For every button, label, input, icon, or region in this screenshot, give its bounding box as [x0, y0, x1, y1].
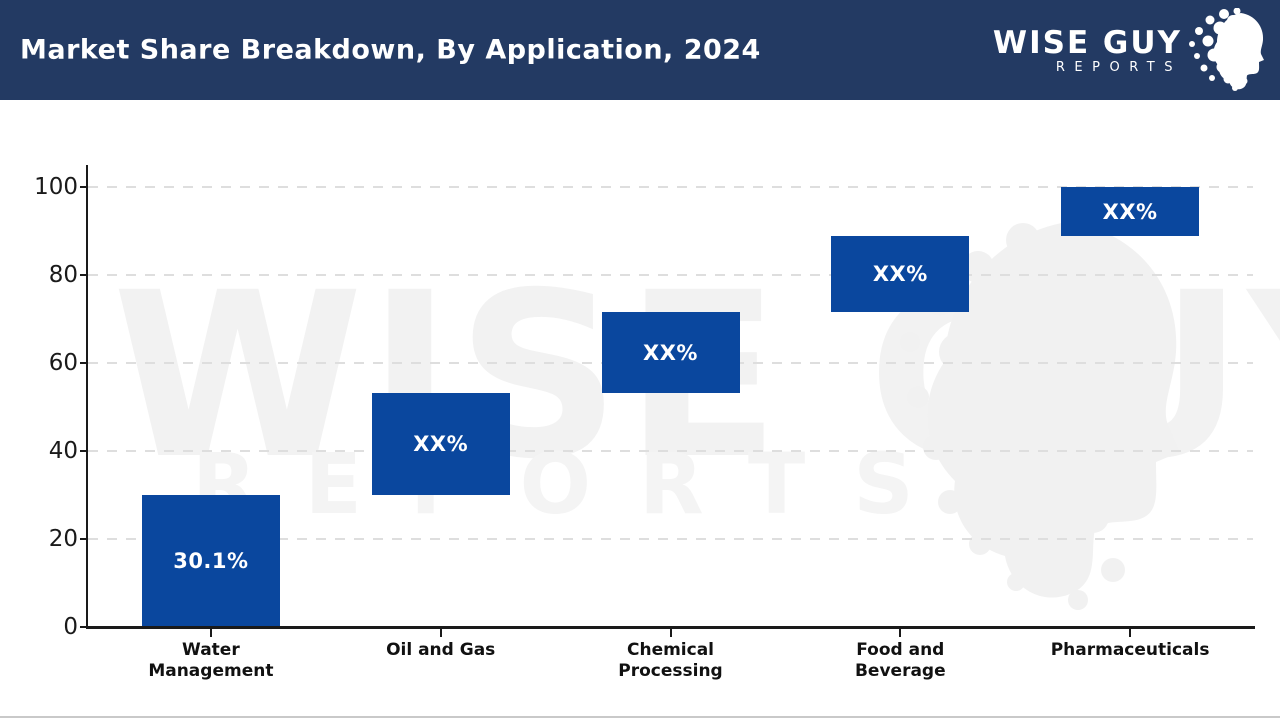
y-axis-tick-label: 60: [48, 350, 78, 376]
gridline-40: [88, 450, 1253, 452]
y-axis-tick-label: 40: [48, 438, 78, 464]
bar-pharmaceuticals: XX%: [1061, 187, 1200, 237]
y-axis-tick: [80, 450, 88, 452]
x-axis-category-label: Pharmaceuticals: [1050, 640, 1210, 660]
bar-food-and-beverage: XX%: [831, 236, 970, 313]
bar-value-label: XX%: [872, 262, 928, 287]
x-axis-tick: [899, 628, 902, 637]
bar-value-label: XX%: [643, 340, 698, 365]
x-axis-category-label: Chemical Processing: [618, 640, 723, 682]
gridline-80: [88, 274, 1253, 276]
bar-value-label: 30.1%: [173, 548, 249, 573]
y-axis-tick-label: 0: [63, 614, 78, 640]
bar-oil-and-gas: XX%: [371, 392, 510, 495]
bar-chemical-processing: XX%: [601, 312, 740, 393]
x-axis-tick: [209, 628, 212, 637]
y-axis-tick-label: 20: [48, 526, 78, 552]
bar-value-label: XX%: [413, 431, 469, 456]
watermark-subtext: REPORTS: [192, 435, 962, 533]
y-axis-tick-label: 80: [48, 262, 78, 288]
y-axis-tick: [80, 538, 88, 540]
logo-head-icon: [1189, 8, 1264, 91]
x-axis-tick: [439, 628, 442, 637]
y-axis-line: [86, 165, 88, 629]
page-title: Market Share Breakdown, By Application, …: [20, 34, 761, 66]
x-axis-line: [86, 626, 1255, 629]
bar-value-label: XX%: [1102, 199, 1158, 224]
gridline-20: [88, 538, 1253, 540]
y-axis-tick: [80, 274, 88, 276]
bar-water-management: 30.1%: [141, 494, 280, 627]
y-axis-tick: [80, 186, 88, 188]
x-axis-tick: [669, 628, 672, 637]
x-axis-category-label: Water Management: [148, 640, 274, 682]
bottom-divider: [0, 716, 1280, 718]
brand-logo: WISE GUY REPORTS: [993, 8, 1266, 94]
gridline-100: [88, 186, 1253, 188]
logo-subtext: REPORTS: [1055, 60, 1182, 76]
x-axis-category-label: Food and Beverage: [854, 640, 946, 682]
logo-wordmark: WISE GUY: [992, 24, 1182, 61]
y-axis-tick: [80, 626, 88, 628]
x-axis-tick: [1129, 628, 1132, 637]
logo-text: WISE GUY REPORTS: [993, 27, 1182, 76]
y-axis-tick-label: 100: [34, 174, 78, 200]
x-axis-category-label: Oil and Gas: [386, 640, 496, 660]
header-banner: Market Share Breakdown, By Application, …: [0, 0, 1280, 100]
y-axis-tick: [80, 362, 88, 364]
